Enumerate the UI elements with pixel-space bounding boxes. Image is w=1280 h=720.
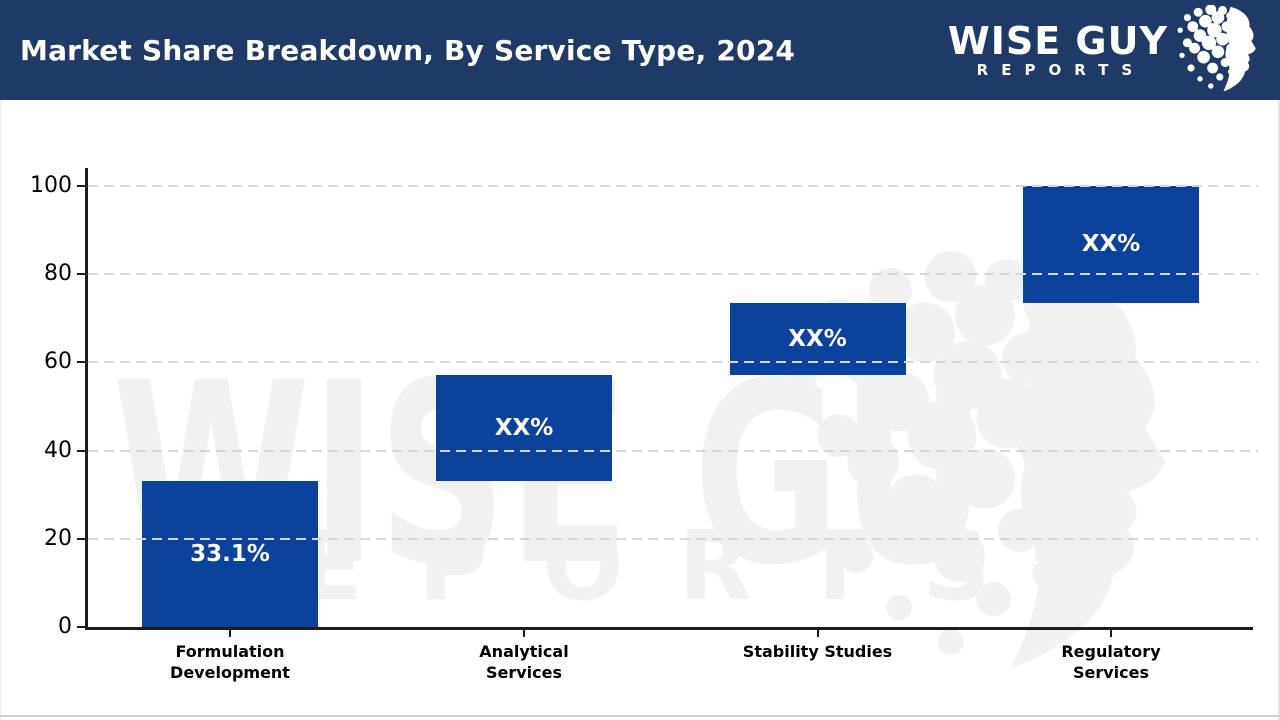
category-label-regulatory-services: Regulatory Services bbox=[1061, 642, 1161, 682]
bar-formulation-development: 33.1% bbox=[142, 481, 318, 627]
y-tick-40 bbox=[77, 449, 85, 452]
y-tick-label-0: 0 bbox=[58, 614, 72, 639]
x-tick-1 bbox=[523, 629, 525, 637]
logo-subtitle: REPORTS bbox=[976, 61, 1146, 79]
y-tick-0 bbox=[77, 626, 85, 628]
logo-text: WISE GUY REPORTS bbox=[948, 22, 1168, 78]
category-label-analytical-services: Analytical Services bbox=[479, 642, 569, 682]
y-tick-100 bbox=[77, 185, 85, 187]
x-tick-3 bbox=[1110, 629, 1112, 637]
y-tick-label-20: 20 bbox=[44, 525, 72, 551]
x-tick-2 bbox=[816, 629, 819, 637]
gridline-80 bbox=[88, 273, 1258, 276]
gridline-60 bbox=[88, 361, 1258, 364]
y-tick-60 bbox=[77, 361, 85, 364]
image-left-border bbox=[0, 100, 1, 720]
category-label-stability-studies: Stability Studies bbox=[742, 642, 893, 661]
y-tick-label-40: 40 bbox=[44, 437, 72, 463]
y-tick-label-100: 100 bbox=[30, 173, 72, 198]
chart-area: WISE GUY REPORTS 33.1% XX% XX% XX% 0 20 40 60 80… bbox=[0, 100, 1280, 720]
page-title: Market Share Breakdown, By Service Type,… bbox=[20, 33, 796, 67]
category-label-formulation-development: Formulation Development bbox=[170, 642, 290, 682]
y-tick-label-80: 80 bbox=[44, 261, 72, 287]
watermark-dotted-head bbox=[791, 250, 1166, 668]
y-tick-20 bbox=[77, 537, 85, 540]
dotted-head-icon bbox=[1177, 5, 1256, 92]
bar-analytical-services: XX% bbox=[436, 375, 612, 482]
header-bar: Market Share Breakdown, By Service Type,… bbox=[0, 0, 1280, 100]
x-axis-line bbox=[85, 627, 1253, 630]
y-tick-label-60: 60 bbox=[44, 349, 72, 375]
wise-guy-logo: WISE GUY REPORTS bbox=[948, 5, 1266, 95]
bar-value-label: XX% bbox=[494, 415, 554, 442]
bar-value-label: XX% bbox=[1081, 231, 1141, 258]
y-axis-line bbox=[85, 168, 88, 629]
gridline-100 bbox=[88, 185, 1258, 187]
bar-stability-studies: XX% bbox=[729, 302, 906, 376]
bar-regulatory-services: XX% bbox=[1023, 186, 1199, 303]
y-tick-80 bbox=[77, 273, 85, 276]
gridline-40 bbox=[88, 449, 1258, 452]
image-right-border bbox=[1278, 100, 1280, 720]
x-tick-0 bbox=[229, 629, 231, 637]
bar-value-label: 33.1% bbox=[190, 541, 270, 567]
image-bottom-border bbox=[0, 715, 1280, 717]
logo-wordmark: WISE GUY bbox=[947, 19, 1168, 63]
bar-value-label: XX% bbox=[788, 326, 847, 353]
gridline-20 bbox=[88, 537, 1258, 540]
